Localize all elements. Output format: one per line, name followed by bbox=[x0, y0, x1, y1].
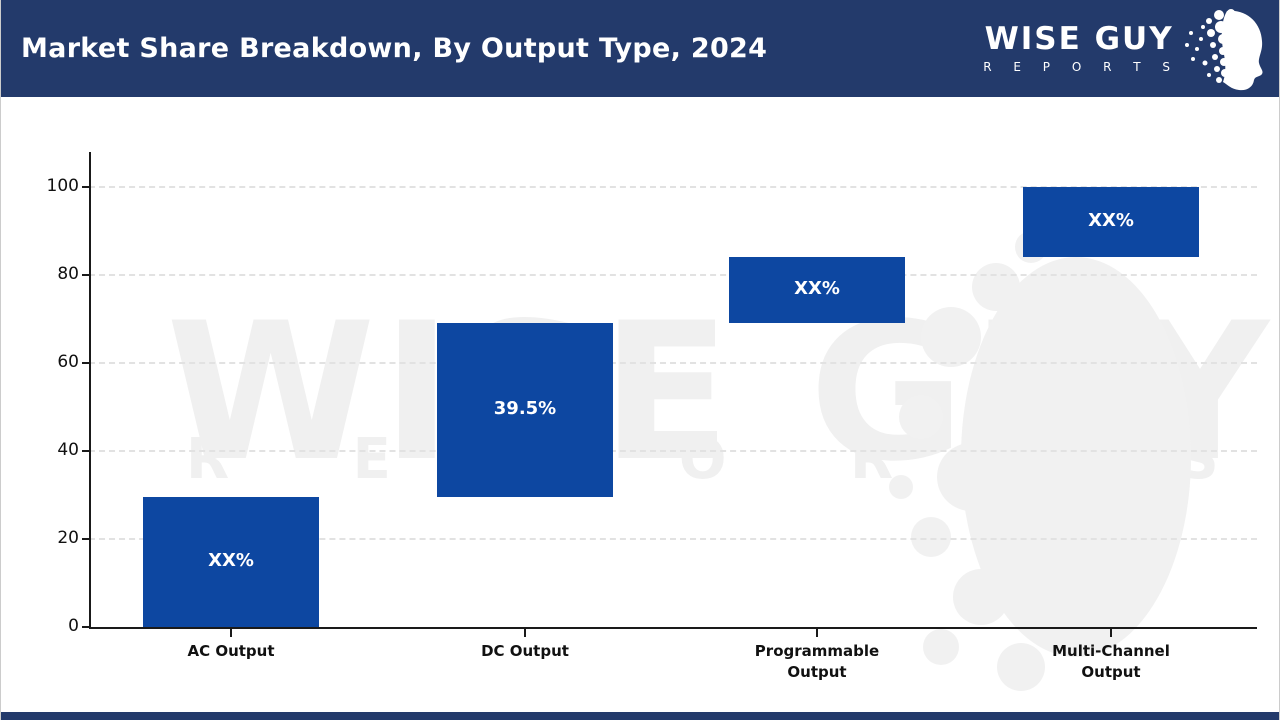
y-axis-label: 0 bbox=[68, 616, 79, 636]
y-axis-label: 20 bbox=[57, 528, 79, 548]
chart-area: WISE GUY R E P O R T S 0 20 40 60 80 100 XX% 39… bbox=[1, 97, 1279, 713]
gridline bbox=[89, 450, 1257, 452]
x-axis-line bbox=[89, 627, 1257, 629]
page-title: Market Share Breakdown, By Output Type, … bbox=[21, 33, 768, 64]
y-axis-tick bbox=[82, 186, 89, 188]
gridline bbox=[89, 186, 1257, 188]
y-axis-line bbox=[89, 152, 91, 629]
bar-value-label: XX% bbox=[794, 278, 840, 300]
x-axis-label-line: AC Output bbox=[187, 642, 275, 660]
y-axis-tick bbox=[82, 538, 89, 540]
logo-face-icon bbox=[1185, 8, 1263, 90]
x-axis-tick bbox=[816, 629, 818, 637]
bar-multi-channel-output bbox=[1023, 187, 1199, 258]
wise-guy-logo: WISE GUY R E P O R T S bbox=[979, 5, 1267, 93]
y-axis-tick bbox=[82, 274, 89, 276]
y-axis-label: 40 bbox=[57, 440, 79, 460]
x-axis-label-line: Multi-Channel bbox=[1052, 642, 1170, 660]
bar-ac-output bbox=[143, 496, 319, 627]
y-axis-label: 80 bbox=[57, 264, 79, 284]
logo-wordmark: WISE GUY bbox=[984, 21, 1174, 57]
x-axis-tick bbox=[230, 629, 232, 637]
bar-value-label: XX% bbox=[208, 549, 254, 571]
y-axis-tick bbox=[82, 626, 89, 628]
bar-programmable-output bbox=[729, 257, 905, 323]
x-axis-label: Programmable Output bbox=[717, 641, 917, 683]
x-axis-label: Multi-Channel Output bbox=[1011, 641, 1211, 683]
y-axis-tick bbox=[82, 450, 89, 452]
x-axis-tick bbox=[1110, 629, 1112, 637]
x-axis-label-line: DC Output bbox=[481, 642, 569, 660]
x-axis-label: DC Output bbox=[425, 641, 625, 662]
x-axis-label-line: Output bbox=[787, 663, 847, 681]
x-axis-label-line: Output bbox=[1081, 663, 1141, 681]
footer-bar bbox=[1, 712, 1279, 720]
gridline bbox=[89, 274, 1257, 276]
x-axis-tick bbox=[524, 629, 526, 637]
gridline bbox=[89, 362, 1257, 364]
y-axis-label: 100 bbox=[46, 176, 79, 196]
y-axis-tick bbox=[82, 362, 89, 364]
header-bar: Market Share Breakdown, By Output Type, … bbox=[1, 0, 1279, 97]
y-axis-label: 60 bbox=[57, 352, 79, 372]
bar-value-label: XX% bbox=[1088, 210, 1134, 232]
logo-subtext: R E P O R T S bbox=[983, 60, 1179, 74]
x-axis-label: AC Output bbox=[131, 641, 331, 662]
bar-dc-output bbox=[437, 322, 613, 497]
x-axis-label-line: Programmable bbox=[754, 642, 880, 660]
watermark-face-icon bbox=[889, 231, 1191, 691]
bar-value-label: 39.5% bbox=[493, 397, 557, 419]
gridline bbox=[89, 538, 1257, 540]
